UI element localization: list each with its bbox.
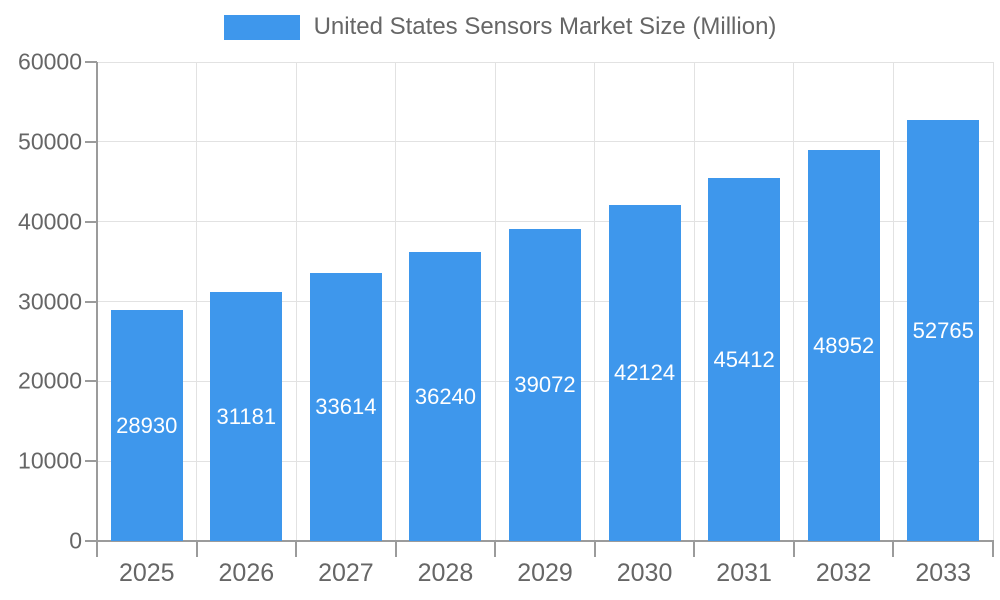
- x-tick-label: 2032: [815, 559, 872, 587]
- bar-value-label: 36240: [414, 383, 477, 409]
- legend-label: United States Sensors Market Size (Milli…: [313, 13, 777, 40]
- y-tick-label: 30000: [18, 288, 82, 314]
- x-tick-label: 2029: [517, 559, 573, 587]
- bar[interactable]: 52765: [907, 120, 980, 541]
- gridline-vertical: [992, 62, 994, 541]
- bar[interactable]: 31181: [210, 292, 283, 541]
- y-tick-label: 50000: [18, 128, 82, 155]
- x-axis-line: [96, 540, 994, 542]
- x-axis-tick: [792, 541, 795, 557]
- y-axis-tick: [85, 540, 97, 542]
- gridline-vertical: [693, 62, 695, 541]
- gridline-horizontal: [97, 221, 993, 223]
- bar-value-label: 33614: [315, 394, 377, 419]
- x-tick-label: 2031: [716, 559, 772, 587]
- gridline-vertical: [892, 62, 894, 541]
- x-axis-tick: [992, 541, 994, 557]
- bar-value-label: 28930: [116, 412, 178, 438]
- x-axis-tick: [892, 541, 895, 557]
- y-axis-tick: [85, 140, 97, 143]
- y-tick-label: 10000: [18, 447, 82, 474]
- x-tick-label: 2030: [616, 559, 673, 587]
- y-tick-label: 0: [69, 527, 82, 554]
- bar[interactable]: 39072: [509, 229, 581, 541]
- bar[interactable]: 48952: [807, 150, 880, 541]
- gridline-vertical: [793, 62, 795, 541]
- bar-value-label: 52765: [912, 317, 974, 343]
- x-axis-tick: [494, 541, 497, 557]
- x-tick-label: 2027: [318, 559, 374, 587]
- y-axis-tick: [85, 300, 97, 303]
- bar[interactable]: 36240: [409, 252, 482, 541]
- x-axis-tick: [693, 541, 696, 557]
- gridline-vertical: [295, 62, 297, 541]
- x-tick-label: 2033: [915, 559, 972, 587]
- y-axis-tick: [85, 380, 97, 383]
- x-axis-tick: [295, 541, 298, 557]
- y-axis-tick: [85, 61, 97, 63]
- x-axis-tick: [593, 541, 596, 557]
- gridline-horizontal: [97, 141, 993, 143]
- y-axis-tick: [85, 220, 97, 223]
- y-axis-tick: [85, 460, 97, 463]
- legend-swatch-icon: [223, 14, 300, 40]
- bar[interactable]: 28930: [110, 310, 183, 541]
- x-tick-label: 2028: [417, 559, 474, 587]
- bar[interactable]: 45412: [708, 178, 781, 541]
- bar-value-label: 48952: [813, 332, 875, 358]
- x-axis-tick: [195, 541, 198, 557]
- gridline-vertical: [494, 62, 496, 541]
- bar[interactable]: 42124: [608, 205, 681, 541]
- legend-item[interactable]: United States Sensors Market Size (Milli…: [0, 13, 1000, 41]
- x-axis-tick: [394, 541, 397, 557]
- bar-value-label: 45412: [713, 346, 775, 372]
- bar-value-label: 42124: [613, 360, 676, 385]
- bar[interactable]: 33614: [309, 273, 382, 541]
- gridline-vertical: [395, 62, 397, 541]
- bar-value-label: 31181: [216, 403, 277, 429]
- x-tick-label: 2026: [218, 559, 275, 587]
- gridline-vertical: [594, 62, 596, 541]
- y-axis-line: [96, 62, 98, 543]
- bar-value-label: 39072: [514, 372, 576, 397]
- y-tick-label: 40000: [18, 208, 82, 235]
- x-axis-tick: [96, 541, 98, 557]
- y-tick-label: 20000: [18, 367, 82, 394]
- gridline-horizontal: [97, 61, 993, 63]
- gridline-vertical: [196, 62, 198, 541]
- x-tick-label: 2025: [118, 559, 175, 587]
- y-tick-label: 60000: [18, 48, 82, 75]
